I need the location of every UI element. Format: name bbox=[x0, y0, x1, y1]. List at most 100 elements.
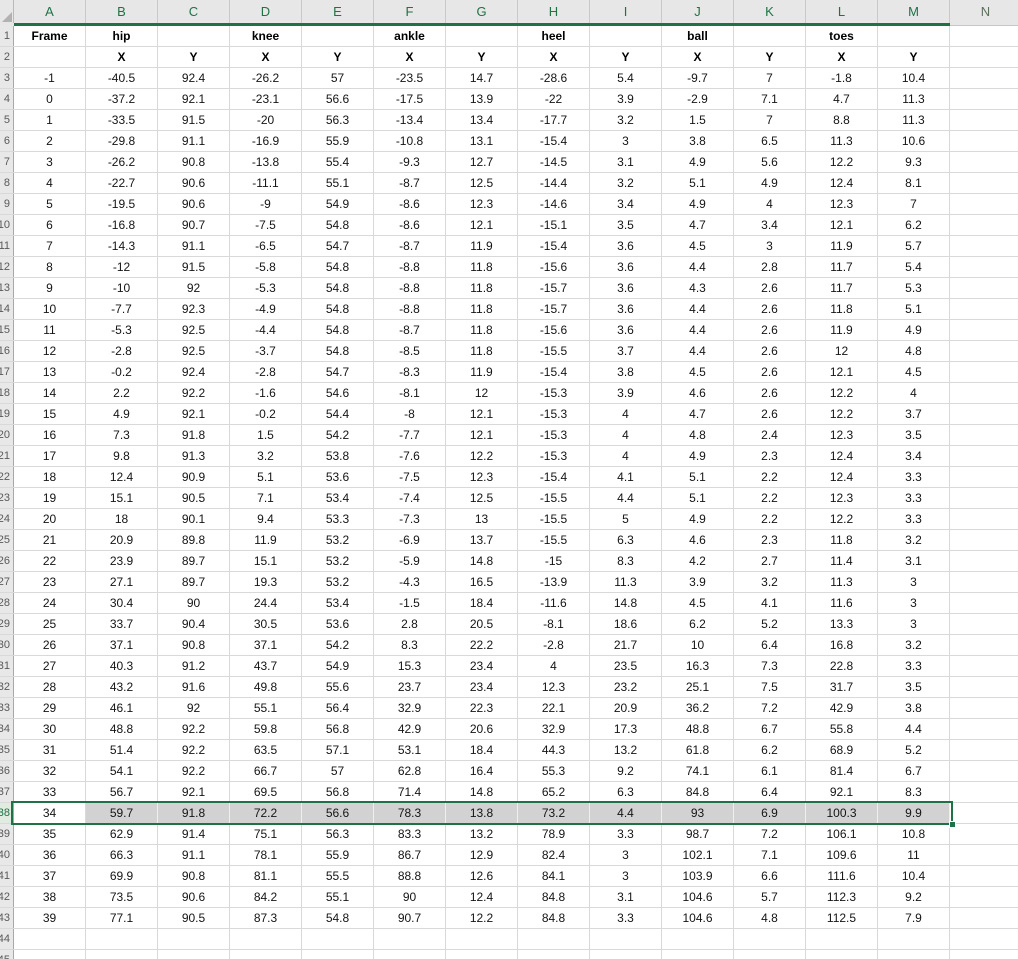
cell-C24[interactable]: 90.1 bbox=[158, 509, 230, 529]
cell-M36[interactable]: 6.7 bbox=[878, 761, 950, 781]
cell-I28[interactable]: 14.8 bbox=[590, 593, 662, 613]
cell-C1[interactable] bbox=[158, 26, 230, 46]
cell-D11[interactable]: -6.5 bbox=[230, 236, 302, 256]
cell-D36[interactable]: 66.7 bbox=[230, 761, 302, 781]
cell-H2[interactable]: X bbox=[518, 47, 590, 67]
cell-M19[interactable]: 3.7 bbox=[878, 404, 950, 424]
cell-E24[interactable]: 53.3 bbox=[302, 509, 374, 529]
cell-M40[interactable]: 11 bbox=[878, 845, 950, 865]
cell-E43[interactable]: 54.8 bbox=[302, 908, 374, 928]
cell-H39[interactable]: 78.9 bbox=[518, 824, 590, 844]
column-header-K[interactable]: K bbox=[734, 0, 806, 23]
cell-H9[interactable]: -14.6 bbox=[518, 194, 590, 214]
row-header-4[interactable]: 4 bbox=[0, 89, 14, 109]
cell-G31[interactable]: 23.4 bbox=[446, 656, 518, 676]
cell-F7[interactable]: -9.3 bbox=[374, 152, 446, 172]
cell-J6[interactable]: 3.8 bbox=[662, 131, 734, 151]
cell-N1[interactable] bbox=[950, 26, 1018, 46]
cell-B11[interactable]: -14.3 bbox=[86, 236, 158, 256]
cell-B1[interactable]: hip bbox=[86, 26, 158, 46]
cell-F13[interactable]: -8.8 bbox=[374, 278, 446, 298]
row-header-16[interactable]: 16 bbox=[0, 341, 14, 361]
cell-B33[interactable]: 46.1 bbox=[86, 698, 158, 718]
cell-F30[interactable]: 8.3 bbox=[374, 635, 446, 655]
cell-C39[interactable]: 91.4 bbox=[158, 824, 230, 844]
cell-C35[interactable]: 92.2 bbox=[158, 740, 230, 760]
column-header-B[interactable]: B bbox=[86, 0, 158, 23]
cell-A16[interactable]: 12 bbox=[14, 341, 86, 361]
cell-K32[interactable]: 7.5 bbox=[734, 677, 806, 697]
cell-E35[interactable]: 57.1 bbox=[302, 740, 374, 760]
cell-E2[interactable]: Y bbox=[302, 47, 374, 67]
cell-C14[interactable]: 92.3 bbox=[158, 299, 230, 319]
cell-M34[interactable]: 4.4 bbox=[878, 719, 950, 739]
cell-K37[interactable]: 6.4 bbox=[734, 782, 806, 802]
cell-I20[interactable]: 4 bbox=[590, 425, 662, 445]
cell-A19[interactable]: 15 bbox=[14, 404, 86, 424]
cell-C7[interactable]: 90.8 bbox=[158, 152, 230, 172]
cell-H24[interactable]: -15.5 bbox=[518, 509, 590, 529]
cell-D16[interactable]: -3.7 bbox=[230, 341, 302, 361]
cell-N26[interactable] bbox=[950, 551, 1018, 571]
row-header-11[interactable]: 11 bbox=[0, 236, 14, 256]
cell-L21[interactable]: 12.4 bbox=[806, 446, 878, 466]
cell-N24[interactable] bbox=[950, 509, 1018, 529]
cell-D43[interactable]: 87.3 bbox=[230, 908, 302, 928]
cell-G44[interactable] bbox=[446, 929, 518, 949]
cell-K10[interactable]: 3.4 bbox=[734, 215, 806, 235]
cell-D33[interactable]: 55.1 bbox=[230, 698, 302, 718]
cell-N44[interactable] bbox=[950, 929, 1018, 949]
row-header-28[interactable]: 28 bbox=[0, 593, 14, 613]
cell-B27[interactable]: 27.1 bbox=[86, 572, 158, 592]
row-header-32[interactable]: 32 bbox=[0, 677, 14, 697]
row-header-21[interactable]: 21 bbox=[0, 446, 14, 466]
cell-B25[interactable]: 20.9 bbox=[86, 530, 158, 550]
cell-H3[interactable]: -28.6 bbox=[518, 68, 590, 88]
cell-C17[interactable]: 92.4 bbox=[158, 362, 230, 382]
cell-L20[interactable]: 12.3 bbox=[806, 425, 878, 445]
cell-K41[interactable]: 6.6 bbox=[734, 866, 806, 886]
cell-C19[interactable]: 92.1 bbox=[158, 404, 230, 424]
cell-C34[interactable]: 92.2 bbox=[158, 719, 230, 739]
cell-M18[interactable]: 4 bbox=[878, 383, 950, 403]
cell-C4[interactable]: 92.1 bbox=[158, 89, 230, 109]
cell-A23[interactable]: 19 bbox=[14, 488, 86, 508]
cell-B41[interactable]: 69.9 bbox=[86, 866, 158, 886]
cell-H45[interactable] bbox=[518, 950, 590, 959]
cell-I3[interactable]: 5.4 bbox=[590, 68, 662, 88]
cell-I16[interactable]: 3.7 bbox=[590, 341, 662, 361]
cell-B20[interactable]: 7.3 bbox=[86, 425, 158, 445]
cell-I12[interactable]: 3.6 bbox=[590, 257, 662, 277]
cell-G35[interactable]: 18.4 bbox=[446, 740, 518, 760]
cell-I34[interactable]: 17.3 bbox=[590, 719, 662, 739]
cell-B13[interactable]: -10 bbox=[86, 278, 158, 298]
row-header-14[interactable]: 14 bbox=[0, 299, 14, 319]
cell-M32[interactable]: 3.5 bbox=[878, 677, 950, 697]
cell-L40[interactable]: 109.6 bbox=[806, 845, 878, 865]
cell-B28[interactable]: 30.4 bbox=[86, 593, 158, 613]
cell-F43[interactable]: 90.7 bbox=[374, 908, 446, 928]
cell-L16[interactable]: 12 bbox=[806, 341, 878, 361]
cell-C15[interactable]: 92.5 bbox=[158, 320, 230, 340]
cell-L9[interactable]: 12.3 bbox=[806, 194, 878, 214]
cell-J31[interactable]: 16.3 bbox=[662, 656, 734, 676]
cell-N29[interactable] bbox=[950, 614, 1018, 634]
cell-N35[interactable] bbox=[950, 740, 1018, 760]
cell-F39[interactable]: 83.3 bbox=[374, 824, 446, 844]
cell-C44[interactable] bbox=[158, 929, 230, 949]
cell-M26[interactable]: 3.1 bbox=[878, 551, 950, 571]
cell-H36[interactable]: 55.3 bbox=[518, 761, 590, 781]
cell-C8[interactable]: 90.6 bbox=[158, 173, 230, 193]
cell-H25[interactable]: -15.5 bbox=[518, 530, 590, 550]
cell-L45[interactable] bbox=[806, 950, 878, 959]
cell-C21[interactable]: 91.3 bbox=[158, 446, 230, 466]
cell-H4[interactable]: -22 bbox=[518, 89, 590, 109]
cell-B12[interactable]: -12 bbox=[86, 257, 158, 277]
cell-C37[interactable]: 92.1 bbox=[158, 782, 230, 802]
cell-F10[interactable]: -8.6 bbox=[374, 215, 446, 235]
cell-F1[interactable]: ankle bbox=[374, 26, 446, 46]
cell-N37[interactable] bbox=[950, 782, 1018, 802]
cell-G1[interactable] bbox=[446, 26, 518, 46]
cell-J18[interactable]: 4.6 bbox=[662, 383, 734, 403]
cell-H21[interactable]: -15.3 bbox=[518, 446, 590, 466]
